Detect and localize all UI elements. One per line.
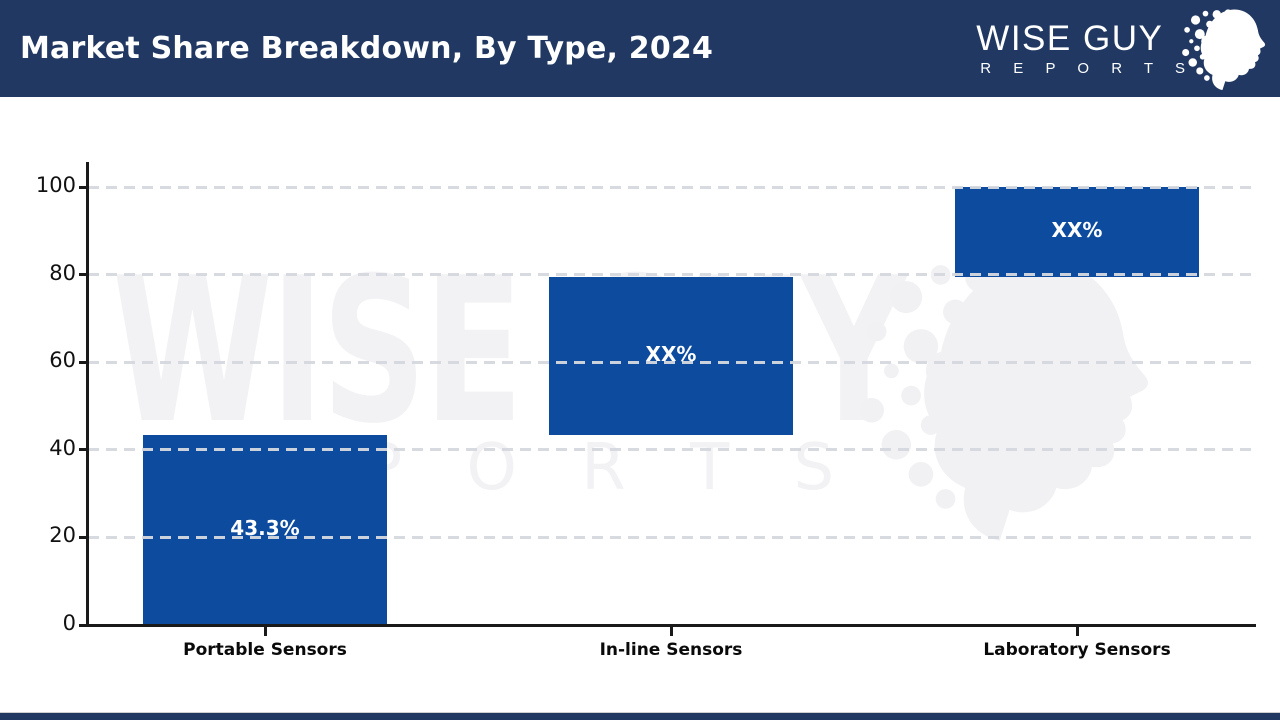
- chart-area: WISE GUY R E P O R T S 0 20 40 60 80 100 43.3%…: [0, 97, 1280, 713]
- brand-wordmark: WISE GUY R E P O R T S: [976, 21, 1194, 76]
- y-tick-label: 80: [49, 260, 76, 285]
- x-category-label: Portable Sensors: [183, 640, 347, 660]
- brand-name: WISE GUY: [976, 19, 1164, 58]
- y-tick-mark: [79, 360, 88, 364]
- bar-laboratory-sensors: [955, 187, 1199, 278]
- x-tick-mark: [669, 627, 673, 636]
- chart-title: Market Share Breakdown, By Type, 2024: [20, 31, 714, 66]
- gridline: [88, 535, 1256, 539]
- y-tick-mark: [79, 623, 88, 627]
- y-tick-label: 0: [62, 611, 76, 635]
- y-tick-mark: [79, 273, 88, 277]
- x-tick-mark: [263, 627, 267, 636]
- x-axis-spine: [86, 624, 1256, 627]
- gridline: [88, 185, 1256, 189]
- y-axis-spine: [86, 162, 89, 627]
- x-category-label: In-line Sensors: [599, 640, 743, 660]
- gridline: [88, 273, 1256, 277]
- x-tick-mark: [1075, 627, 1079, 636]
- bar-value-label: XX%: [1051, 218, 1103, 243]
- bar-in-line-sensors: [549, 277, 793, 436]
- header-bar: Market Share Breakdown, By Type, 2024 WI…: [0, 0, 1280, 97]
- y-tick-mark: [79, 185, 88, 189]
- footer-bar: [0, 713, 1280, 720]
- y-tick-label: 60: [49, 348, 76, 373]
- brand-subname: R E P O R T S: [980, 60, 1194, 77]
- y-tick-label: 40: [49, 435, 76, 460]
- y-tick-label: 20: [49, 523, 76, 548]
- watermark-face-icon: [859, 260, 1148, 541]
- gridline: [88, 360, 1256, 364]
- y-tick-mark: [79, 535, 88, 539]
- y-tick-mark: [79, 448, 88, 452]
- bar-value-label: XX%: [645, 342, 697, 367]
- bar-value-label: 43.3%: [230, 516, 300, 541]
- bar-portable-sensors: [143, 435, 387, 625]
- x-category-label: Laboratory Sensors: [983, 640, 1171, 660]
- gridline: [88, 448, 1256, 452]
- brand-logo: WISE GUY R E P O R T S: [976, 3, 1272, 95]
- footer-divider: [0, 712, 1280, 713]
- y-tick-label: 100: [35, 173, 76, 197]
